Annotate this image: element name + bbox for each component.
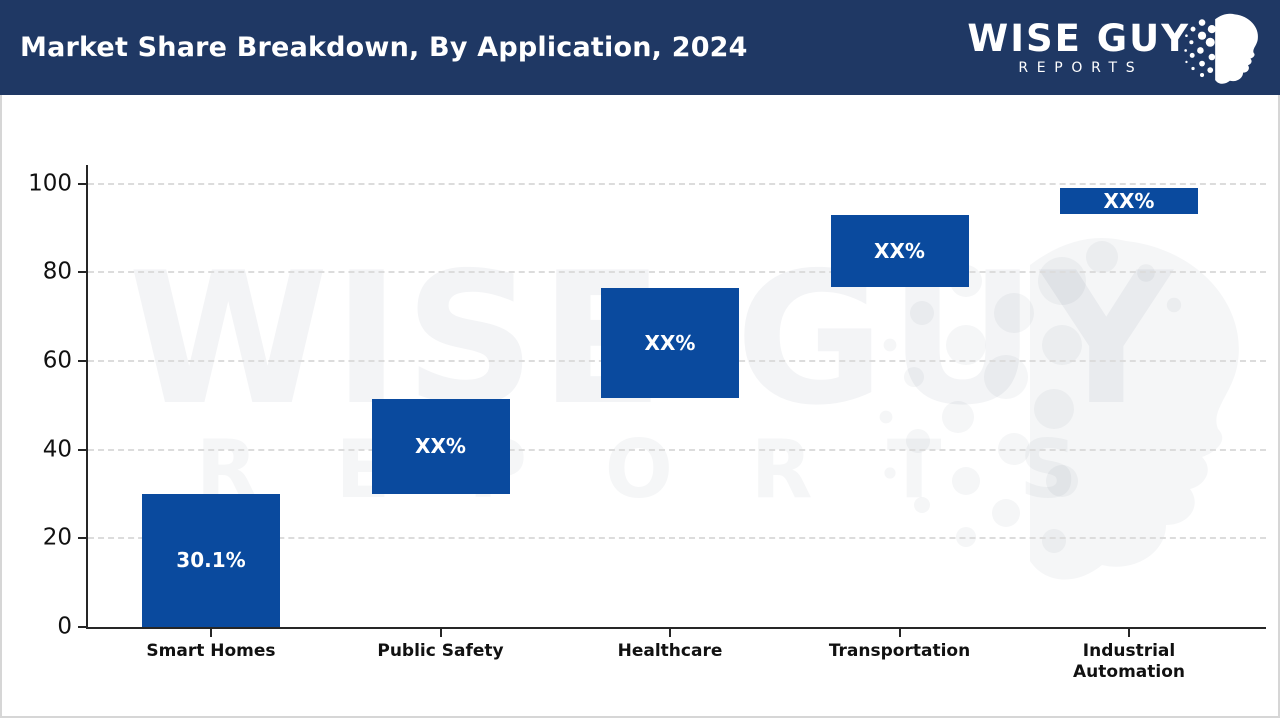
bar-public-safety: XX% [371, 399, 510, 494]
header-bar: Market Share Breakdown, By Application, … [0, 0, 1280, 95]
y-tick-label-40: 40 [42, 436, 72, 463]
x-tick-label-3: Transportation [828, 641, 971, 661]
x-tick-2 [669, 629, 671, 637]
x-tick-1 [439, 629, 442, 637]
y-tick-label-80: 80 [42, 258, 72, 285]
brand-name-text: WISE GUY [967, 16, 1190, 60]
brand-reports-text: REPORTS [1018, 59, 1144, 76]
y-axis [86, 165, 88, 629]
gridline-80 [88, 271, 1266, 274]
y-tick-label-100: 100 [28, 170, 72, 196]
gridline-40 [88, 448, 1266, 451]
x-axis [86, 627, 1266, 629]
gridline-100 [88, 182, 1266, 185]
y-tick-20 [78, 537, 86, 540]
y-tick-40 [78, 448, 86, 451]
x-tick-3 [898, 629, 901, 637]
x-tick-4 [1128, 629, 1130, 637]
brand-logo: WISE GUY REPORTS [967, 9, 1280, 87]
page-title: Market Share Breakdown, By Application, … [20, 32, 748, 63]
bar-smart-homes: 30.1% [142, 493, 280, 627]
bar-healthcare: XX% [601, 288, 739, 399]
y-tick-label-60: 60 [42, 347, 72, 374]
x-tick-label-2: Healthcare [617, 641, 723, 661]
x-tick-label-4: Industrial Automation [1073, 641, 1185, 683]
bar-value-label: XX% [874, 239, 925, 264]
brand-wordmark: WISE GUY REPORTS [967, 20, 1190, 76]
bar-industrial-automation: XX% [1060, 187, 1198, 215]
y-tick-100 [78, 182, 86, 185]
y-tick-label-20: 20 [42, 524, 72, 551]
bar-value-label: XX% [1103, 189, 1155, 213]
x-tick-label-1: Public Safety [377, 641, 504, 661]
x-tick-label-0: Smart Homes [146, 641, 276, 661]
bar-transportation: XX% [830, 214, 969, 288]
bar-value-label: XX% [644, 331, 696, 356]
y-tick-80 [78, 271, 86, 274]
y-tick-0 [78, 626, 86, 628]
y-tick-label-0: 0 [57, 613, 72, 640]
x-tick-0 [210, 629, 212, 637]
y-tick-60 [78, 359, 86, 362]
brand-face-icon [1184, 13, 1258, 84]
bar-value-label: XX% [415, 434, 466, 459]
bar-value-label: 30.1% [176, 548, 246, 573]
gridline-20 [88, 537, 1266, 540]
